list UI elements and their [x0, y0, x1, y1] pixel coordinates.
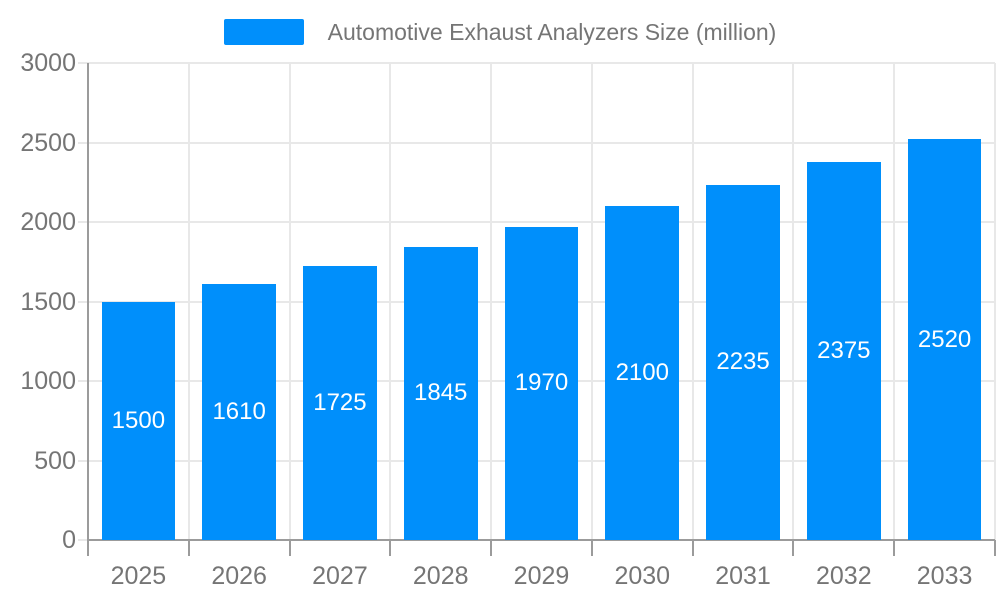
- y-axis-tick: [78, 300, 88, 303]
- y-tick-label: 500: [34, 446, 76, 475]
- x-tick-label: 2025: [110, 562, 167, 590]
- gridline-horizontal: [88, 221, 995, 223]
- y-tick-label: 3000: [20, 49, 76, 77]
- bar-value-label: 2375: [817, 337, 871, 365]
- gridline-vertical: [893, 63, 896, 540]
- legend-swatch: [223, 19, 304, 45]
- y-tick-label: 0: [62, 526, 76, 554]
- y-tick-label: 2000: [20, 208, 76, 236]
- gridline-horizontal: [88, 62, 995, 64]
- bar-2031[interactable]: [706, 184, 780, 540]
- y-axis-tick: [78, 380, 88, 382]
- y-axis-tick: [78, 221, 88, 223]
- bar-2032[interactable]: [807, 162, 881, 540]
- bar-2028[interactable]: [403, 246, 478, 540]
- legend-label: Automotive Exhaust Analyzers Size (milli…: [327, 19, 777, 45]
- bar-value-label: 2100: [615, 359, 669, 387]
- bar-2026[interactable]: [202, 284, 276, 540]
- gridline-vertical: [590, 63, 593, 540]
- bar-value-label: 1970: [514, 369, 569, 397]
- bar-value-label: 2235: [716, 348, 770, 376]
- bar-2025[interactable]: [101, 301, 176, 540]
- x-axis-tick: [590, 540, 593, 556]
- gridline-vertical: [187, 63, 190, 540]
- gridline-horizontal: [88, 141, 995, 144]
- x-axis-tick: [87, 540, 89, 556]
- gridline-vertical: [389, 63, 392, 540]
- x-axis-tick: [893, 540, 896, 556]
- y-axis-line: [87, 63, 89, 540]
- bar-2033[interactable]: [907, 139, 982, 540]
- bar-value-label: 2520: [917, 325, 972, 353]
- x-axis-tick: [994, 540, 996, 556]
- bar-2029[interactable]: [504, 226, 579, 540]
- x-tick-label: 2031: [715, 562, 771, 590]
- x-tick-label: 2029: [513, 562, 570, 590]
- y-tick-label: 1000: [20, 367, 76, 395]
- x-axis-tick: [288, 540, 291, 556]
- gridline-vertical: [490, 63, 493, 540]
- x-axis-tick: [792, 540, 795, 556]
- bar-value-label: 1610: [212, 398, 266, 425]
- x-tick-label: 2033: [916, 562, 973, 590]
- gridline-vertical: [691, 63, 694, 540]
- chart-legend[interactable]: Automotive Exhaust Analyzers Size (milli…: [0, 17, 1000, 47]
- x-tick-label: 2030: [614, 562, 671, 590]
- y-axis-tick: [78, 539, 88, 541]
- gridline-vertical: [792, 63, 795, 540]
- x-axis-tick: [691, 540, 694, 556]
- y-tick-label: 1500: [20, 287, 76, 316]
- y-axis-tick: [78, 141, 88, 144]
- y-axis-tick: [78, 459, 88, 462]
- y-axis-tick: [78, 62, 88, 64]
- x-axis-tick: [187, 540, 190, 556]
- x-axis-tick: [389, 540, 392, 556]
- gridline-vertical: [994, 63, 996, 540]
- bar-value-label: 1725: [313, 388, 367, 416]
- x-tick-label: 2027: [312, 562, 368, 590]
- x-axis-tick: [490, 540, 493, 556]
- bar-value-label: 1845: [414, 379, 468, 407]
- y-tick-label: 2500: [20, 128, 76, 157]
- bar-2027[interactable]: [303, 265, 377, 540]
- x-axis-line: [87, 539, 995, 541]
- gridline-vertical: [288, 63, 291, 540]
- x-tick-label: 2032: [816, 562, 872, 590]
- bar-2030[interactable]: [605, 206, 680, 540]
- x-tick-label: 2028: [412, 562, 469, 590]
- x-tick-label: 2026: [211, 562, 267, 590]
- bar-value-label: 1500: [111, 406, 166, 434]
